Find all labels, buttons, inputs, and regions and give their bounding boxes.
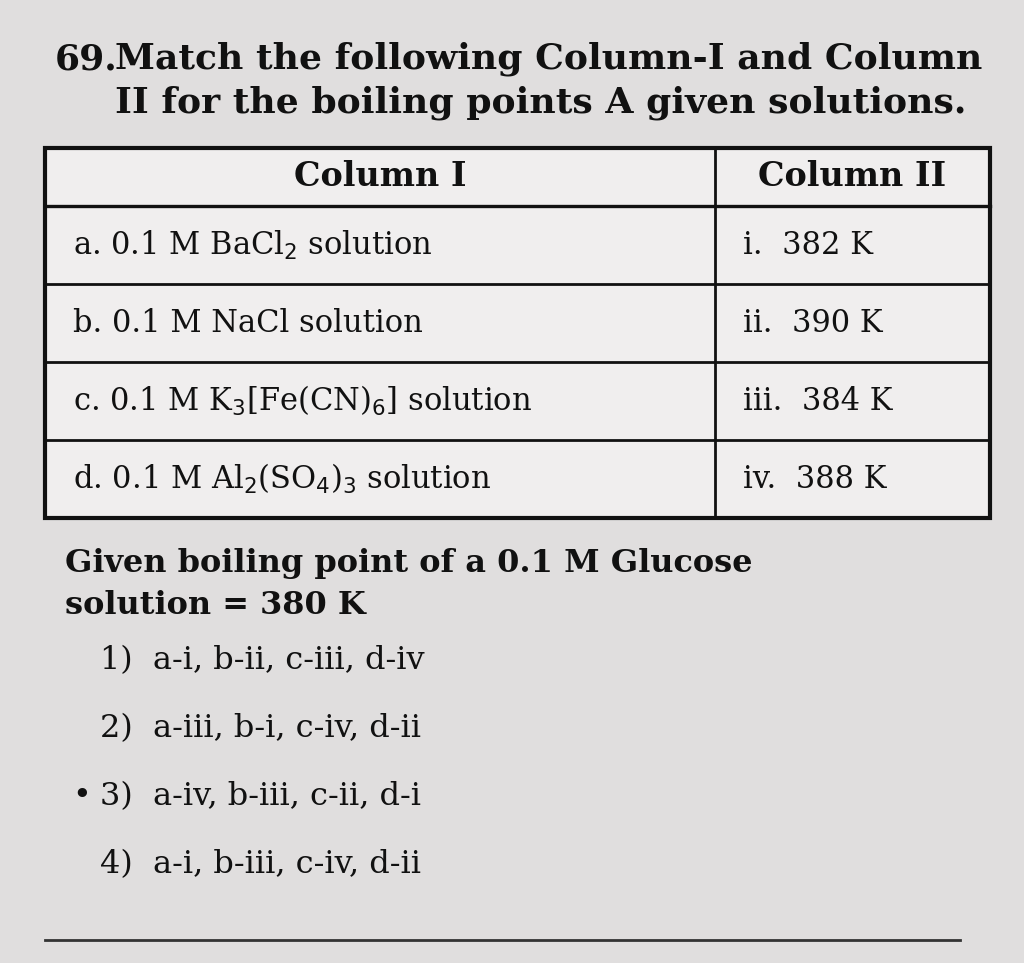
Text: ii.  390 K: ii. 390 K: [743, 307, 883, 339]
Text: c. 0.1 M K$_3$[Fe(CN)$_6$] solution: c. 0.1 M K$_3$[Fe(CN)$_6$] solution: [73, 384, 532, 418]
Bar: [45, 148, 990, 518]
Text: 69.: 69.: [55, 42, 118, 76]
Text: b. 0.1 M NaCl solution: b. 0.1 M NaCl solution: [73, 307, 423, 339]
Text: a. 0.1 M BaCl$_2$ solution: a. 0.1 M BaCl$_2$ solution: [73, 228, 432, 262]
Text: 4)  a-i, b-iii, c-iv, d-ii: 4) a-i, b-iii, c-iv, d-ii: [100, 849, 421, 880]
Text: iii.  384 K: iii. 384 K: [743, 385, 893, 417]
Text: solution = 380 K: solution = 380 K: [65, 590, 366, 621]
Text: iv.  388 K: iv. 388 K: [743, 463, 887, 494]
Bar: [45, 148, 990, 518]
Text: Match the following Column-I and Column: Match the following Column-I and Column: [115, 42, 982, 76]
Text: Given boiling point of a 0.1 M Glucose: Given boiling point of a 0.1 M Glucose: [65, 548, 753, 579]
Text: •: •: [72, 781, 91, 812]
Text: 1)  a-i, b-ii, c-iii, d-iv: 1) a-i, b-ii, c-iii, d-iv: [100, 645, 425, 676]
Text: Column I: Column I: [294, 161, 466, 194]
Text: 2)  a-iii, b-i, c-iv, d-ii: 2) a-iii, b-i, c-iv, d-ii: [100, 713, 421, 744]
Text: 3)  a-iv, b-iii, c-ii, d-i: 3) a-iv, b-iii, c-ii, d-i: [100, 781, 421, 812]
Text: d. 0.1 M Al$_2$(SO$_4$)$_3$ solution: d. 0.1 M Al$_2$(SO$_4$)$_3$ solution: [73, 462, 492, 496]
Text: i.  382 K: i. 382 K: [743, 229, 873, 261]
Text: II for the boiling points A given solutions.: II for the boiling points A given soluti…: [115, 86, 967, 120]
Text: Column II: Column II: [759, 161, 946, 194]
